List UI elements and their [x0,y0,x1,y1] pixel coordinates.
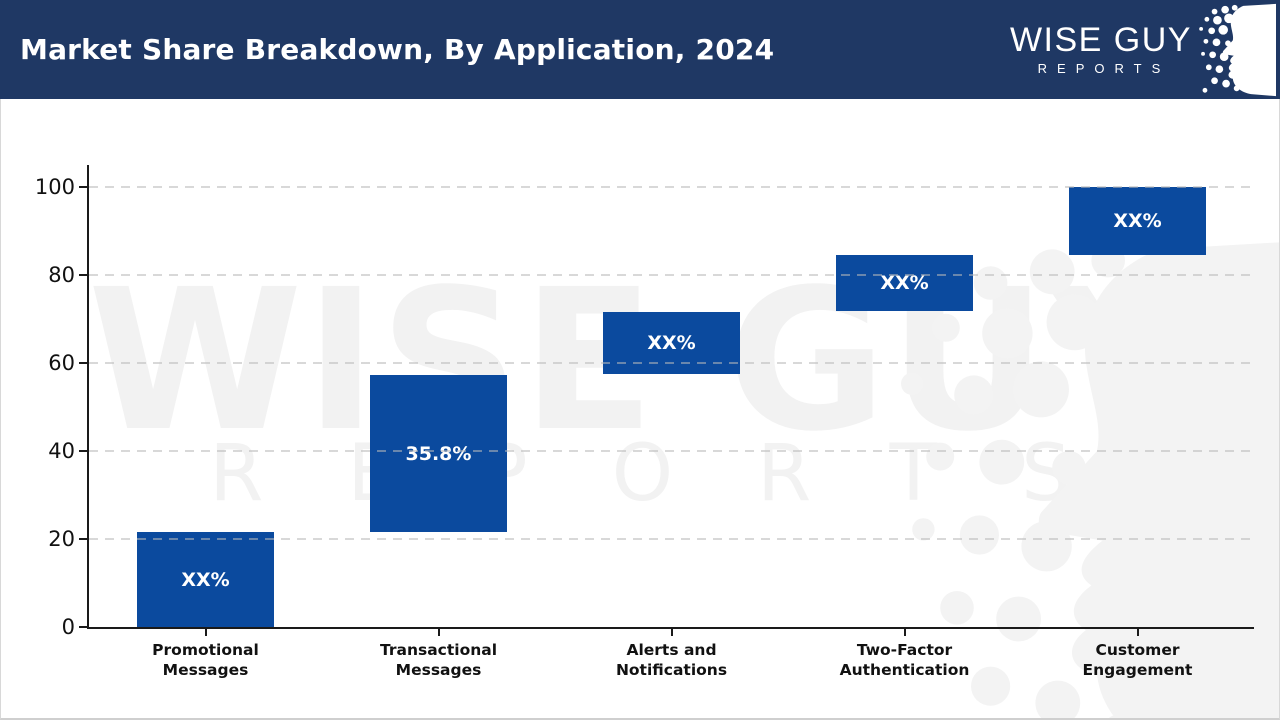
x-category-label-line: Engagement [1082,661,1193,679]
y-tick-label: 0 [61,615,75,639]
chart-title: Market Share Breakdown, By Application, … [20,33,775,66]
bar-value-label: 35.8% [405,442,472,465]
y-tick-mark [79,626,87,628]
y-tick-mark [79,450,87,452]
y-tick-label: 20 [48,527,75,551]
wiseguy-logo-line1: WISE GUY [1009,21,1192,59]
x-category-label-line: Messages [395,661,482,679]
bar-value-label: XX% [880,272,929,295]
gridline [89,274,1254,276]
x-category-label-line: Promotional [152,641,259,659]
bar-segment: 35.8% [369,374,508,533]
x-category-label-line: Notifications [615,661,728,679]
x-category-label: Promotional Messages [91,640,321,680]
x-axis-line [87,627,1254,629]
x-tick-mark [903,629,906,636]
wiseguy-logo-text: WISE GUY REPORTS [1010,23,1192,76]
x-category-label-line: Messages [162,661,249,679]
x-category-label-line: Transactional [379,641,498,659]
y-tick-mark [79,538,87,540]
bar-segment: XX% [835,255,974,312]
bar-value-label: XX% [1113,209,1162,232]
bar-segment: XX% [136,532,275,627]
x-category-label-line: Customer [1095,641,1180,659]
bar-segment: XX% [1068,187,1207,255]
y-tick-mark [79,274,87,276]
bar-value-label: XX% [647,332,696,355]
y-tick-label: 40 [48,439,75,463]
gridline [89,362,1254,364]
watermark-text-line2: REPORTS [209,429,1155,519]
gridline [89,186,1254,188]
bar-value-label: XX% [181,568,230,591]
y-tick-mark [79,186,87,188]
bar-segment: XX% [602,312,741,374]
x-category-label: Two-Factor Authentication [790,640,1020,680]
x-category-label: Transactional Messages [324,640,554,680]
wiseguy-logo: WISE GUY REPORTS [1010,0,1280,99]
y-tick-label: 60 [48,351,75,375]
x-category-label-line: Two-Factor [856,641,953,659]
plot-area: 0 20 40 60 80 100 XX% 35.8% XX% XX% XX% Promotion… [35,165,1254,679]
wiseguy-logo-line2: REPORTS [1037,61,1171,76]
x-tick-mark [670,629,673,636]
y-tick-mark [79,362,87,364]
y-axis-line [87,165,89,627]
x-category-label: Alerts and Notifications [557,640,787,680]
gridline [89,538,1254,540]
x-category-label-line: Alerts and [626,641,717,659]
y-tick-label: 80 [48,263,75,287]
header-bar: Market Share Breakdown, By Application, … [0,0,1280,99]
x-category-label: Customer Engagement [1023,640,1253,680]
x-tick-mark [204,629,207,636]
chart-area: WISE GUY REPORTS 0 20 40 60 80 100 XX% 35.8% XX… [0,99,1280,720]
x-category-label-line: Authentication [839,661,970,679]
x-tick-mark [1136,629,1139,636]
x-tick-mark [437,629,440,636]
y-tick-label: 100 [34,175,75,199]
gridline [89,450,1254,452]
